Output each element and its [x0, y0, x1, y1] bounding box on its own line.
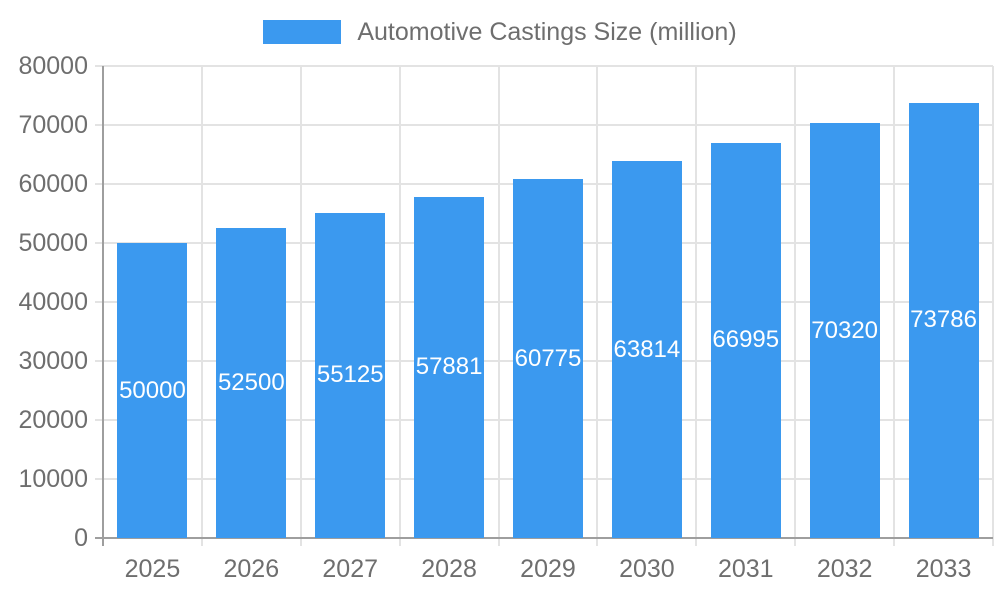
bar-2026[interactable]: 52500 — [216, 228, 287, 538]
bar-2030[interactable]: 63814 — [611, 161, 682, 538]
x-tick-label: 2028 — [421, 555, 477, 583]
x-gridline — [299, 66, 302, 538]
x-gridline — [992, 66, 994, 538]
bar-value-label: 52500 — [217, 369, 285, 397]
x-tick-label: 2025 — [124, 555, 181, 583]
bar-value-label: 63814 — [613, 335, 681, 363]
y-axis-line — [102, 66, 104, 546]
y-tick-label: 30000 — [18, 347, 88, 375]
x-gridline — [794, 66, 797, 538]
legend: Automotive Castings Size (million) — [0, 16, 1000, 48]
y-tick-mark — [95, 360, 103, 362]
x-tick-mark — [596, 538, 599, 546]
x-tick-mark — [200, 538, 203, 546]
bar-value-label: 50000 — [119, 376, 186, 404]
bar-2031[interactable]: 66995 — [710, 142, 781, 538]
x-tick-label: 2033 — [915, 555, 972, 583]
y-tick-label: 50000 — [18, 229, 88, 257]
x-tick-mark — [299, 538, 302, 546]
bar-value-label: 57881 — [415, 353, 483, 381]
y-tick-mark — [95, 301, 103, 303]
y-gridline — [103, 65, 993, 67]
y-tick-label: 70000 — [18, 111, 88, 139]
x-gridline — [695, 66, 698, 538]
x-tick-mark — [794, 538, 797, 546]
y-tick-label: 80000 — [18, 52, 88, 80]
y-tick-mark — [95, 242, 103, 244]
x-tick-mark — [992, 538, 994, 546]
y-tick-mark — [95, 183, 103, 185]
x-tick-label: 2029 — [520, 555, 576, 583]
bar-2027[interactable]: 55125 — [315, 212, 386, 538]
legend-swatch-icon — [263, 20, 342, 44]
x-tick-label: 2026 — [223, 555, 280, 583]
x-tick-mark — [497, 538, 500, 546]
bar-value-label: 66995 — [712, 326, 780, 354]
x-tick-label: 2032 — [816, 555, 873, 583]
x-tick-label: 2027 — [322, 555, 379, 583]
x-gridline — [893, 66, 896, 538]
x-tick-mark — [893, 538, 896, 546]
bar-2033[interactable]: 73786 — [908, 102, 979, 538]
bar-value-label: 70320 — [811, 316, 879, 344]
x-gridline — [398, 66, 401, 538]
y-tick-label: 10000 — [18, 465, 88, 493]
y-tick-label: 40000 — [18, 288, 88, 316]
y-tick-label: 60000 — [18, 170, 88, 198]
x-gridline — [200, 66, 203, 538]
bar-2032[interactable]: 70320 — [809, 123, 880, 538]
legend-label: Automotive Castings Size (million) — [357, 18, 737, 46]
y-gridline — [103, 124, 993, 126]
x-tick-label: 2031 — [717, 555, 774, 583]
x-tick-mark — [398, 538, 401, 546]
bar-value-label: 60775 — [514, 344, 582, 372]
x-tick-mark — [695, 538, 698, 546]
bar-2028[interactable]: 57881 — [414, 196, 485, 538]
bar-2025[interactable]: 50000 — [117, 243, 188, 538]
x-axis-line — [95, 537, 993, 539]
bar-value-label: 73786 — [910, 306, 977, 334]
bar-value-label: 55125 — [316, 361, 384, 389]
y-tick-mark — [95, 124, 103, 126]
x-tick-label: 2030 — [619, 555, 675, 583]
bar-2029[interactable]: 60775 — [513, 179, 583, 538]
x-gridline — [497, 66, 500, 538]
y-tick-mark — [95, 65, 103, 67]
y-tick-mark — [95, 419, 103, 421]
y-tick-mark — [95, 478, 103, 480]
x-gridline — [596, 66, 599, 538]
y-tick-label: 0 — [74, 524, 88, 552]
legend-item[interactable]: Automotive Castings Size (million) — [263, 16, 737, 48]
y-tick-label: 20000 — [18, 406, 88, 434]
